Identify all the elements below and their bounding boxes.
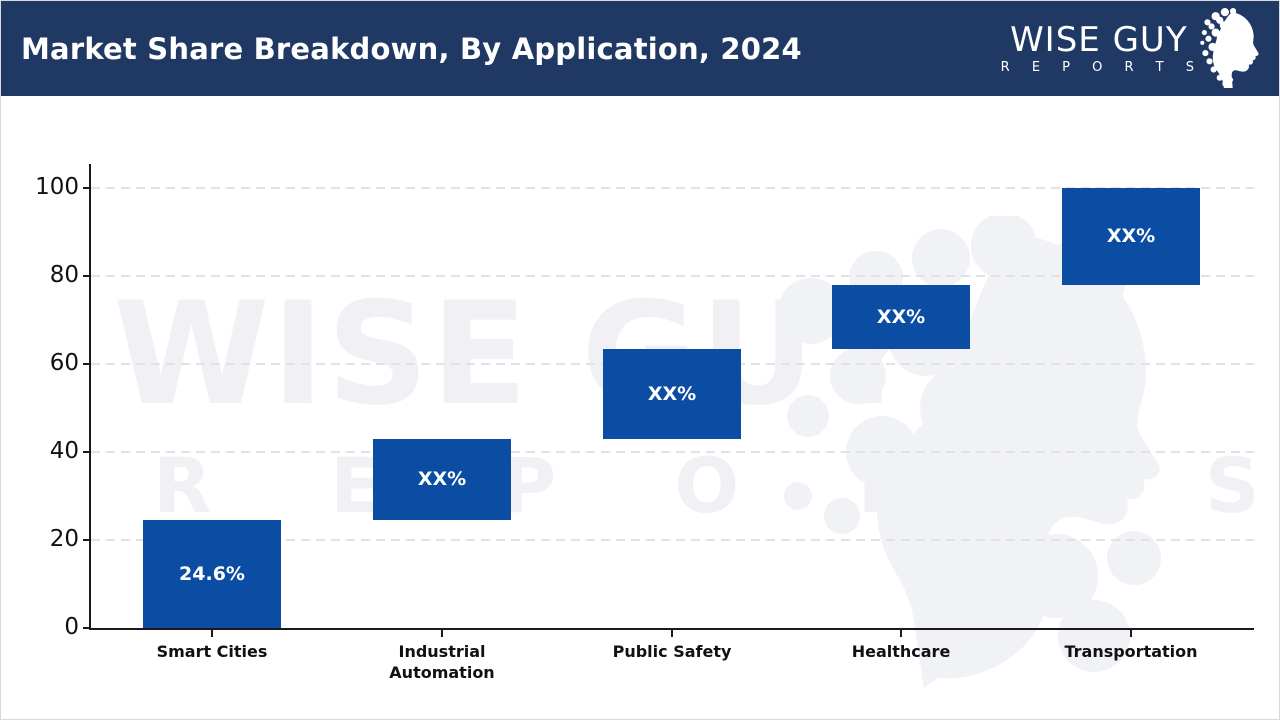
bar-value-label-3: XX% bbox=[647, 382, 697, 405]
y-tick-mark-60 bbox=[83, 363, 91, 365]
x-axis-line bbox=[89, 628, 1254, 630]
brand-logo: WISE GUY R E P O R T S bbox=[995, 7, 1263, 90]
y-tick-label-20: 20 bbox=[49, 526, 79, 552]
x-tick-label-1: Smart Cities bbox=[156, 642, 268, 661]
bar-value-label-4: XX% bbox=[876, 305, 926, 328]
plot-region: 0 20 40 60 80 100 24.6% XX% XX% XX% XX% Smart Citie… bbox=[1, 96, 1279, 719]
brand-head-icon bbox=[1200, 7, 1259, 88]
chart-area: WISE GUY R E P O R T S 0 20 40 60 80 100 24.6%… bbox=[1, 96, 1279, 719]
y-tick-mark-0 bbox=[83, 627, 91, 629]
gridline-100 bbox=[91, 187, 1254, 189]
x-tick-label-2: Industrial Automation bbox=[389, 642, 495, 682]
bar-value-label-1: 24.6% bbox=[179, 562, 245, 585]
x-tick-label-4: Healthcare bbox=[851, 642, 951, 661]
gridline-80 bbox=[91, 275, 1254, 277]
brand-logo-text: WISE GUY R E P O R T S bbox=[995, 23, 1203, 74]
bar-segment-3: XX% bbox=[603, 348, 741, 439]
bar-value-label-5: XX% bbox=[1106, 225, 1156, 248]
bar-value-label-2: XX% bbox=[417, 468, 467, 491]
y-tick-mark-40 bbox=[83, 451, 91, 453]
y-tick-label-40: 40 bbox=[49, 438, 79, 464]
y-tick-label-60: 60 bbox=[49, 350, 79, 376]
bar-segment-4: XX% bbox=[832, 284, 970, 349]
x-tick-mark-3 bbox=[671, 630, 673, 637]
x-tick-mark-2 bbox=[441, 630, 443, 637]
header-bar: Market Share Breakdown, By Application, … bbox=[1, 1, 1279, 96]
x-tick-label-5: Transportation bbox=[1064, 642, 1198, 661]
y-tick-label-100: 100 bbox=[35, 174, 79, 200]
gridline-40 bbox=[91, 451, 1254, 453]
y-tick-label-80: 80 bbox=[49, 262, 79, 288]
y-tick-mark-20 bbox=[83, 539, 91, 541]
x-tick-mark-1 bbox=[211, 630, 213, 637]
bar-segment-1: 24.6% bbox=[143, 519, 281, 628]
brand-subtitle: R E P O R T S bbox=[1000, 60, 1203, 75]
x-tick-label-3: Public Safety bbox=[612, 642, 732, 661]
y-tick-mark-100 bbox=[83, 187, 91, 189]
y-tick-mark-80 bbox=[83, 275, 91, 277]
bar-segment-5: XX% bbox=[1062, 188, 1200, 285]
y-axis-line bbox=[89, 164, 91, 630]
y-tick-label-0: 0 bbox=[64, 614, 79, 640]
bar-segment-2: XX% bbox=[373, 438, 511, 520]
x-tick-mark-4 bbox=[900, 630, 902, 637]
gridline-20 bbox=[91, 539, 1254, 541]
x-tick-mark-5 bbox=[1130, 630, 1132, 637]
brand-name: WISE GUY bbox=[1010, 20, 1188, 60]
page-title: Market Share Breakdown, By Application, … bbox=[21, 31, 802, 66]
